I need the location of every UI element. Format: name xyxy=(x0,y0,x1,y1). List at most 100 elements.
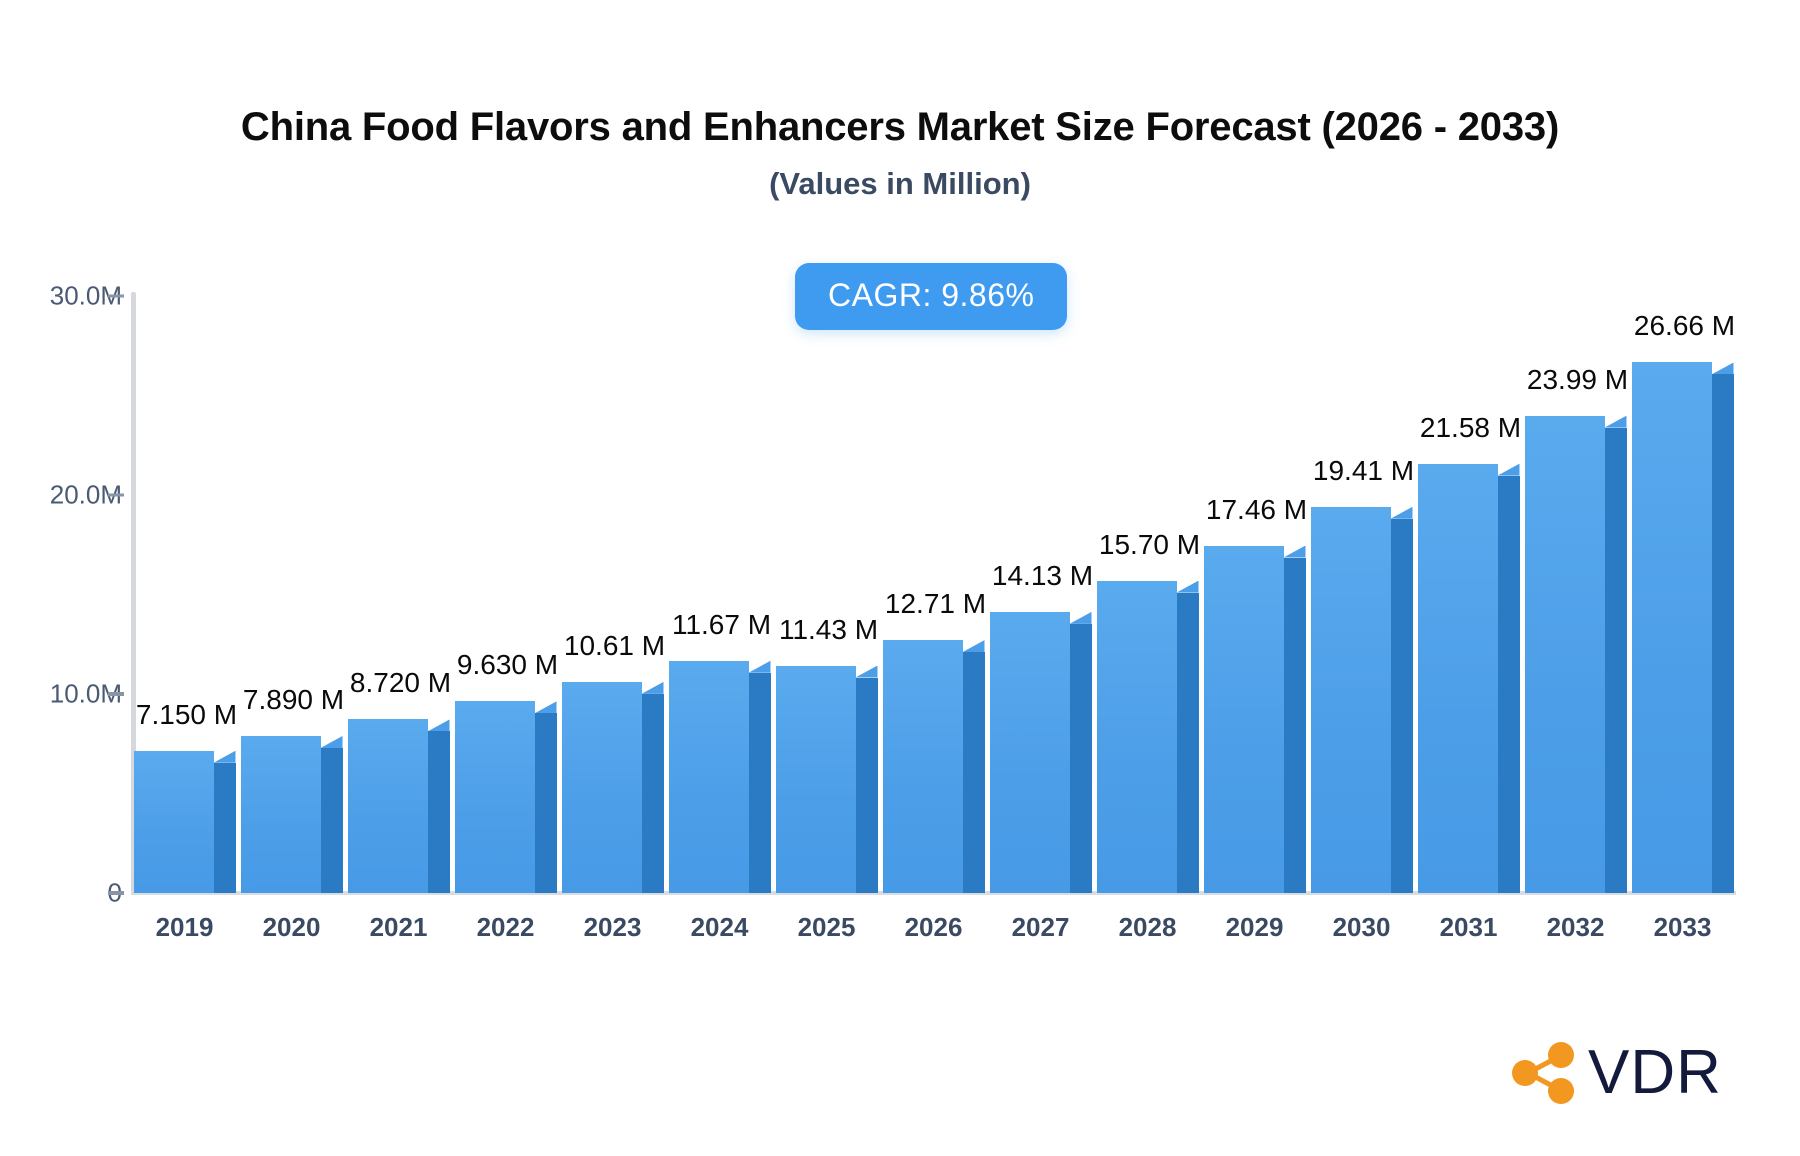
y-axis-tick-label: 20.0M xyxy=(49,479,122,510)
bar-3d[interactable] xyxy=(1310,506,1413,893)
bar-column[interactable] xyxy=(1310,296,1413,893)
y-axis-tick-mark xyxy=(108,294,124,298)
bar-front-face xyxy=(1417,463,1498,893)
bar-column[interactable] xyxy=(454,296,557,893)
x-axis-tick-label: 2029 xyxy=(1225,912,1284,942)
bar-3d[interactable] xyxy=(1203,545,1306,893)
bar-value-label: 26.66 M xyxy=(1633,310,1736,342)
bar-3d[interactable] xyxy=(1417,463,1520,893)
bar-value-label: 11.67 M xyxy=(671,608,772,640)
chart-subtitle: (Values in Million) xyxy=(769,166,1031,201)
bar-front-face xyxy=(1203,545,1284,893)
bar-3d[interactable] xyxy=(454,701,557,893)
bar-side-face xyxy=(748,672,771,893)
bar-3d[interactable] xyxy=(882,640,985,893)
bar-column[interactable] xyxy=(882,296,985,893)
bar-side-face xyxy=(1390,518,1413,893)
bar-3d[interactable] xyxy=(775,665,878,893)
bar-front-face xyxy=(347,719,428,893)
bar-3d[interactable] xyxy=(240,736,343,893)
bar-front-face xyxy=(668,660,749,893)
y-axis-tick-label: 30.0M xyxy=(49,280,122,311)
bar-3d[interactable] xyxy=(989,611,1092,893)
bar-column[interactable] xyxy=(1096,296,1199,893)
bar-value-label: 8.720 M xyxy=(349,667,452,699)
bar-front-face xyxy=(454,701,535,893)
x-axis-tick-label: 2027 xyxy=(1011,912,1070,942)
x-axis-tick-label: 2024 xyxy=(690,912,749,942)
y-axis-tick-label: 10.0M xyxy=(49,678,122,709)
bar-3d[interactable] xyxy=(347,719,450,893)
bar-column[interactable] xyxy=(775,296,878,893)
bar-value-label: 14.13 M xyxy=(991,559,1094,591)
x-axis-tick-label: 2025 xyxy=(797,912,856,942)
bar-3d[interactable] xyxy=(561,681,664,893)
bar-column[interactable] xyxy=(1524,296,1627,893)
x-axis-tick-label: 2032 xyxy=(1546,912,1605,942)
bar-series: 7.150 M 7.890 M 8.720 M 9.630 M 10.61 M 11.67… xyxy=(131,296,1736,893)
x-axis-tick-label: 2021 xyxy=(369,912,428,942)
bar-column[interactable] xyxy=(1631,296,1734,893)
bar-top-face xyxy=(641,681,664,694)
bar-front-face xyxy=(1631,362,1712,893)
bar-top-face xyxy=(1176,580,1199,593)
bar-front-face xyxy=(561,681,642,893)
logo-text: VDR xyxy=(1588,1038,1722,1107)
bar-side-face xyxy=(962,652,985,893)
bar-side-face xyxy=(1176,592,1199,893)
bar-value-label: 15.70 M xyxy=(1098,528,1201,560)
bar-column[interactable] xyxy=(240,296,343,893)
bar-front-face xyxy=(775,665,856,893)
bar-side-face xyxy=(1283,557,1306,893)
bar-front-face xyxy=(133,750,214,893)
bar-front-face xyxy=(1524,415,1605,893)
bar-column[interactable] xyxy=(1203,296,1306,893)
cagr-badge: CAGR: 9.86% xyxy=(795,263,1068,330)
bar-3d[interactable] xyxy=(133,750,236,893)
bar-side-face xyxy=(855,677,878,893)
bar-top-face xyxy=(855,665,878,678)
bar-value-label: 23.99 M xyxy=(1526,363,1629,395)
y-axis-tick-mark xyxy=(108,493,124,497)
x-axis-tick-label: 2026 xyxy=(904,912,963,942)
x-axis-tick-label: 2033 xyxy=(1653,912,1712,942)
x-axis-tick-label: 2023 xyxy=(583,912,642,942)
bar-value-label: 7.150 M xyxy=(135,698,238,730)
page-title: China Food Flavors and Enhancers Market … xyxy=(240,105,1560,149)
y-axis-tick-label: 0 xyxy=(0,878,122,909)
bar-front-face xyxy=(989,611,1070,893)
bar-column[interactable] xyxy=(668,296,771,893)
x-axis-tick-label: 2031 xyxy=(1439,912,1498,942)
x-axis-tick-label: 2019 xyxy=(155,912,214,942)
x-axis-line xyxy=(131,891,1736,895)
share-network-icon xyxy=(1512,1042,1574,1104)
bar-top-face xyxy=(534,701,557,714)
bar-3d[interactable] xyxy=(668,660,771,893)
bar-column[interactable] xyxy=(561,296,664,893)
bar-3d[interactable] xyxy=(1631,362,1734,893)
bar-value-label: 10.61 M xyxy=(563,629,666,661)
bar-top-face xyxy=(213,750,236,763)
bar-front-face xyxy=(882,640,963,893)
bar-top-face xyxy=(1283,545,1306,558)
bar-top-face xyxy=(1497,463,1520,476)
bar-column[interactable] xyxy=(989,296,1092,893)
bar-top-face xyxy=(427,719,450,732)
y-axis-tick-mark xyxy=(108,692,124,696)
x-axis-tick-label: 2030 xyxy=(1332,912,1391,942)
bar-value-label: 7.890 M xyxy=(242,684,345,715)
bar-column[interactable] xyxy=(347,296,450,893)
bar-top-face xyxy=(748,660,771,673)
vdr-logo: VDR xyxy=(1508,1040,1722,1106)
bar-3d[interactable] xyxy=(1524,415,1627,893)
bar-column[interactable] xyxy=(133,296,236,893)
title-block: China Food Flavors and Enhancers Market … xyxy=(0,105,1800,202)
y-axis-tick-mark xyxy=(108,891,124,895)
bar-3d[interactable] xyxy=(1096,580,1199,893)
bar-column[interactable] xyxy=(1417,296,1520,893)
bar-value-label: 11.43 M xyxy=(778,613,879,645)
bar-top-face xyxy=(1069,611,1092,624)
bar-side-face xyxy=(1497,475,1520,893)
bar-side-face xyxy=(1604,427,1627,893)
